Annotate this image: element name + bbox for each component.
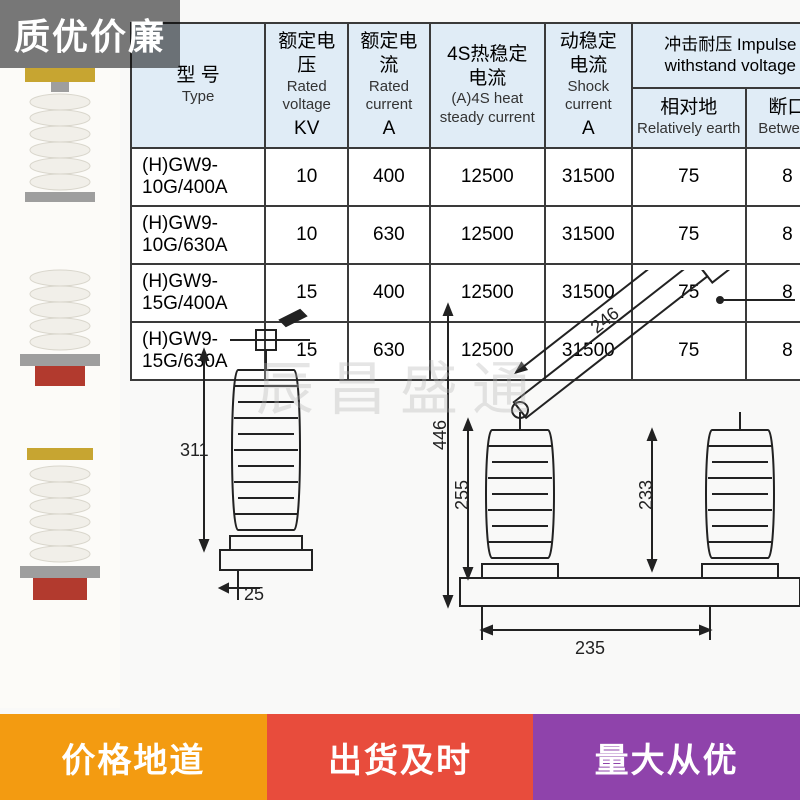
- col-impulse-group: 冲击耐压 Impulse withstand voltage: [632, 23, 800, 88]
- cell: 630: [348, 206, 429, 264]
- banner-item-1: 价格地道: [0, 714, 267, 800]
- drawing-single-insulator: [160, 300, 360, 700]
- product-photo-top: [5, 68, 115, 268]
- col-between: 断口 Between: [746, 88, 800, 148]
- cell: 10: [265, 206, 348, 264]
- cell: 31500: [545, 206, 632, 264]
- table-row: (H)GW9-10G/400A 10 400 12500 31500 75 8: [131, 148, 800, 206]
- bottom-banner: 价格地道 出货及时 量大从优: [0, 714, 800, 800]
- cell: 8: [746, 206, 800, 264]
- cell: 12500: [430, 148, 545, 206]
- col-voltage: 额定电压 Rated voltage KV: [265, 23, 348, 148]
- cell-model: (H)GW9-10G/630A: [131, 206, 265, 264]
- page-canvas: 型 号 Type 额定电压 Rated voltage KV 额定电流 Rate…: [0, 0, 800, 800]
- cell: 400: [348, 148, 429, 206]
- cell: 10: [265, 148, 348, 206]
- product-photo-bottom: [5, 448, 115, 668]
- col-rel-earth: 相对地 Relatively earth: [632, 88, 746, 148]
- cell: 31500: [545, 148, 632, 206]
- cell: 75: [632, 206, 746, 264]
- cell-model: (H)GW9-10G/400A: [131, 148, 265, 206]
- product-photo-strip: [0, 68, 120, 708]
- product-photo-mid: [5, 258, 115, 458]
- col-current: 额定电流 Rated current A: [348, 23, 429, 148]
- cell: 8: [746, 148, 800, 206]
- dim-446: 446: [430, 420, 451, 450]
- col-shock: 动稳定电流 Shock current A: [545, 23, 632, 148]
- badge-top-left: 质优价廉: [0, 0, 180, 68]
- dim-311: 311: [180, 440, 209, 461]
- cell: 12500: [430, 206, 545, 264]
- banner-item-2: 出货及时: [267, 714, 534, 800]
- col-heat: 4S热稳定电流 (A)4S heat steady current: [430, 23, 545, 148]
- dim-25: 25: [244, 584, 264, 605]
- technical-drawings: 311 25: [130, 290, 800, 710]
- dim-233: 233: [636, 480, 657, 510]
- dim-235: 235: [575, 638, 605, 659]
- cell: 75: [632, 148, 746, 206]
- dim-255: 255: [452, 480, 473, 510]
- table-row: (H)GW9-10G/630A 10 630 12500 31500 75 8: [131, 206, 800, 264]
- banner-item-3: 量大从优: [533, 714, 800, 800]
